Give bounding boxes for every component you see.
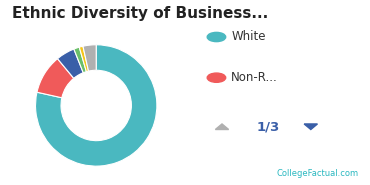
Wedge shape	[74, 47, 86, 73]
Wedge shape	[36, 45, 157, 166]
Text: Non-R...: Non-R...	[231, 71, 278, 84]
Wedge shape	[79, 46, 88, 72]
Wedge shape	[83, 45, 96, 71]
Wedge shape	[37, 59, 74, 98]
Text: 1/3: 1/3	[257, 120, 280, 133]
Wedge shape	[57, 49, 83, 78]
Text: CollegeFactual.com: CollegeFactual.com	[277, 169, 359, 178]
Text: Ethnic Diversity of Business...: Ethnic Diversity of Business...	[13, 6, 269, 21]
Text: White: White	[231, 31, 266, 43]
